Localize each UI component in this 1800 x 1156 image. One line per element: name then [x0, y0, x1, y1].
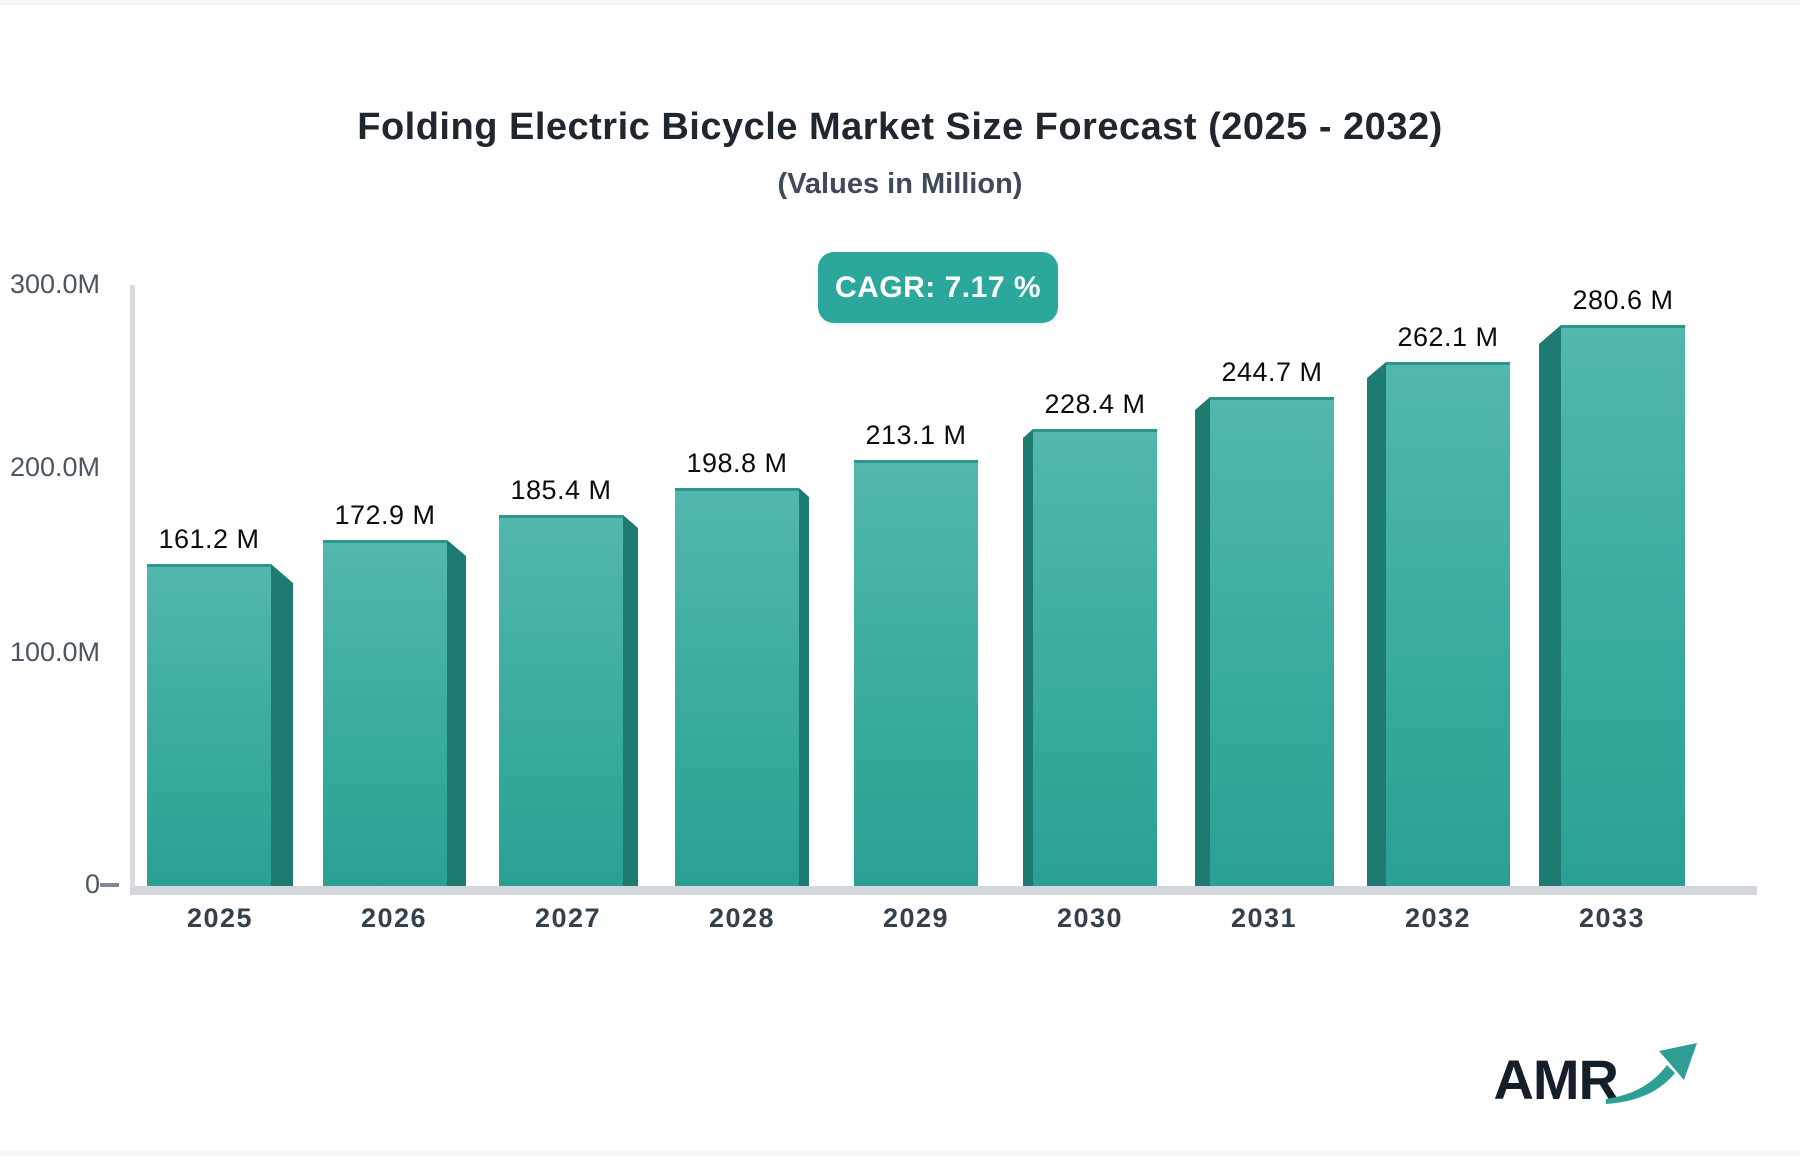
bar-face [675, 488, 799, 886]
bar-face [1033, 429, 1157, 886]
bar-face [499, 515, 623, 886]
chart-title: Folding Electric Bicycle Market Size For… [357, 106, 1443, 148]
y-axis-line [130, 285, 135, 895]
bar-side-3d [1539, 325, 1561, 886]
cagr-badge: CAGR: 7.17 % [818, 252, 1058, 323]
top-edge-strip [0, 0, 1800, 5]
bar-value-label: 228.4 M [1044, 389, 1146, 419]
bar-2030 [1023, 429, 1157, 886]
y-tick-label: 100.0M [9, 637, 100, 667]
x-tick-label-2028: 2028 [708, 903, 776, 933]
bar-face [1386, 362, 1510, 886]
x-tick-label-2025: 2025 [186, 903, 254, 933]
bar-value-label: 262.1 M [1397, 322, 1499, 352]
bar-2026 [323, 540, 466, 886]
bar-side-3d [623, 515, 638, 886]
bar-2028 [675, 488, 809, 886]
bar-value-label: 213.1 M [865, 420, 967, 450]
bar-value-label: 198.8 M [686, 448, 788, 478]
cagr-badge-label: CAGR: 7.17 % [834, 270, 1042, 304]
growth-arrow-icon [1606, 1043, 1697, 1104]
bar-face [323, 540, 447, 886]
bar-2027 [499, 515, 638, 886]
x-tick-label-2029: 2029 [882, 903, 950, 933]
bar-face [1210, 397, 1334, 886]
bar-value-label: 280.6 M [1572, 285, 1674, 315]
bar-2031 [1195, 397, 1334, 886]
y-tick-label: 200.0M [9, 452, 100, 482]
x-tick-label-2033: 2033 [1578, 903, 1646, 933]
bar-2032 [1367, 362, 1510, 886]
bar-face [147, 564, 271, 886]
bar-side-3d [1023, 429, 1033, 886]
bar-value-label: 172.9 M [334, 500, 436, 530]
brand-logo-text: AMR [1493, 1048, 1619, 1111]
bar-value-label: 244.7 M [1221, 357, 1323, 387]
x-tick-label-2032: 2032 [1404, 903, 1472, 933]
x-tick-label-2027: 2027 [534, 903, 602, 933]
chart-subtitle: (Values in Million) [777, 168, 1023, 200]
bar-side-3d [271, 564, 293, 886]
bar-2033 [1539, 325, 1685, 886]
bar-side-3d [447, 540, 466, 886]
bar-side-3d [1367, 362, 1386, 886]
y-tick-label: 0 [84, 869, 100, 899]
bar-face [854, 460, 978, 886]
bottom-edge-strip [0, 1151, 1800, 1156]
x-tick-label-2030: 2030 [1056, 903, 1124, 933]
bar-2025 [147, 564, 293, 886]
brand-logo: AMR [1493, 1042, 1700, 1108]
bar-face [1561, 325, 1685, 886]
x-tick-label-2026: 2026 [360, 903, 428, 933]
bar-value-label: 185.4 M [510, 475, 612, 505]
bar-side-3d [799, 488, 809, 886]
zero-tick-dash [100, 883, 119, 887]
y-tick-label: 300.0M [9, 269, 100, 299]
bar-value-label: 161.2 M [158, 524, 260, 554]
bar-side-3d [1195, 397, 1210, 886]
bar-2029 [854, 460, 978, 886]
x-axis-line [130, 886, 1757, 895]
x-tick-label-2031: 2031 [1230, 903, 1298, 933]
